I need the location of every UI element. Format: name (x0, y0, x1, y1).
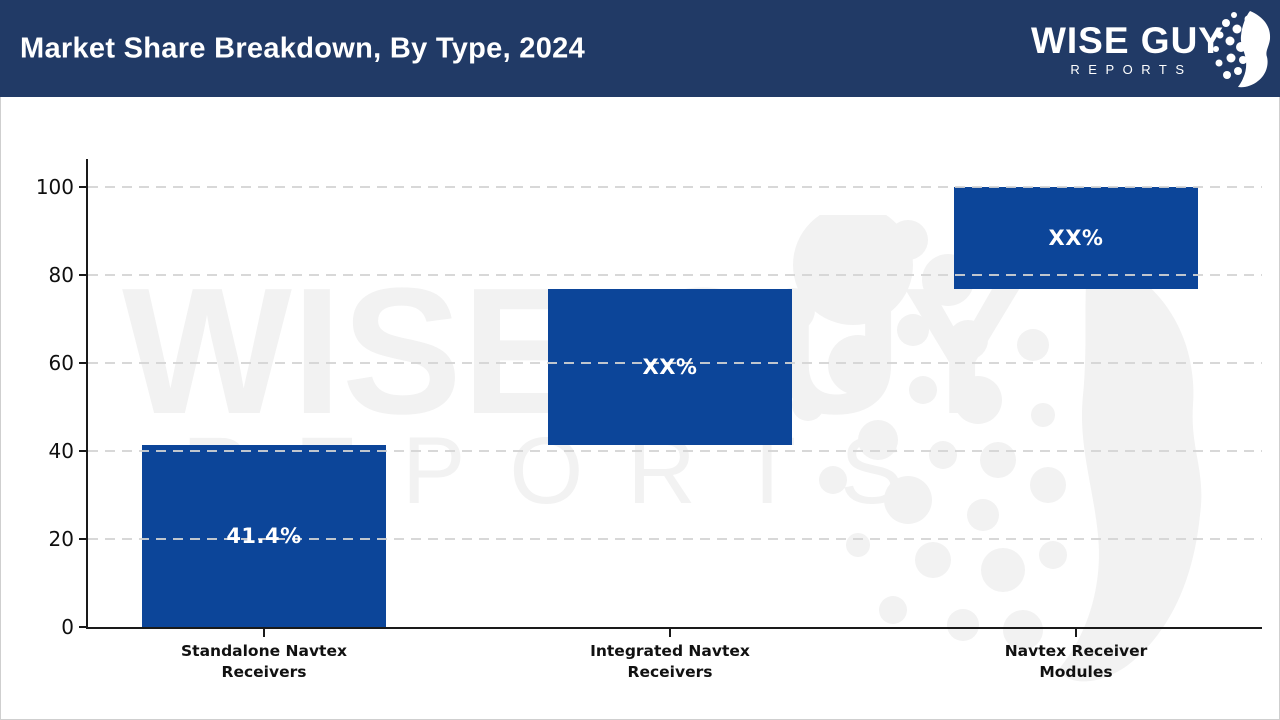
x-tick-mark (1075, 629, 1077, 637)
y-tick-mark (79, 450, 87, 452)
gridline (88, 362, 1262, 364)
logo-dotted-head-icon (1213, 11, 1271, 88)
page-title: Market Share Breakdown, By Type, 2024 (20, 32, 586, 64)
y-tick-label: 0 (61, 615, 74, 639)
y-tick-label: 20 (48, 527, 74, 551)
y-tick-label: 40 (48, 439, 74, 463)
y-tick-mark (79, 538, 87, 540)
header-banner: Market Share Breakdown, By Type, 2024 WI… (0, 0, 1280, 97)
frame-edge-left (0, 97, 1, 720)
y-tick-mark (79, 362, 87, 364)
gridline (88, 450, 1262, 452)
gridline (88, 538, 1262, 540)
x-tick-mark (263, 629, 265, 637)
bar-value-label: XX% (1048, 225, 1104, 250)
y-tick-mark (79, 274, 87, 276)
logo-reports-text: REPORTS (1070, 62, 1193, 77)
logo-wordmark: WISE GUY (1030, 20, 1224, 61)
gridline (88, 274, 1262, 276)
y-tick-label: 80 (48, 263, 74, 287)
bar-segment (954, 187, 1198, 289)
category-label: Navtex Receiver Modules (1004, 642, 1148, 682)
bar-value-label: 41.4% (226, 523, 302, 548)
category-label: Integrated Navtex Receivers (590, 642, 750, 682)
logo-text: WISE GUY REPORTS (1031, 22, 1224, 76)
wise-guy-reports-logo: WISE GUY REPORTS (1031, 4, 1274, 94)
category-label: Standalone Navtex Receivers (181, 642, 347, 682)
chart-plot-area: 0 20 40 60 80 100 41.4% Standalone Navtex Recei… (0, 97, 1280, 720)
x-tick-mark (669, 629, 671, 637)
bar-segment (548, 288, 792, 445)
x-axis (86, 627, 1262, 629)
gridline (88, 186, 1262, 188)
bar-value-label: XX% (642, 354, 698, 379)
watermark-dotted-head-icon (771, 215, 1202, 682)
y-tick-mark (79, 626, 87, 628)
y-tick-label: 100 (35, 175, 74, 199)
y-axis (86, 159, 88, 629)
y-tick-mark (79, 186, 87, 188)
bar-segment (142, 444, 386, 627)
y-tick-label: 60 (48, 351, 74, 375)
